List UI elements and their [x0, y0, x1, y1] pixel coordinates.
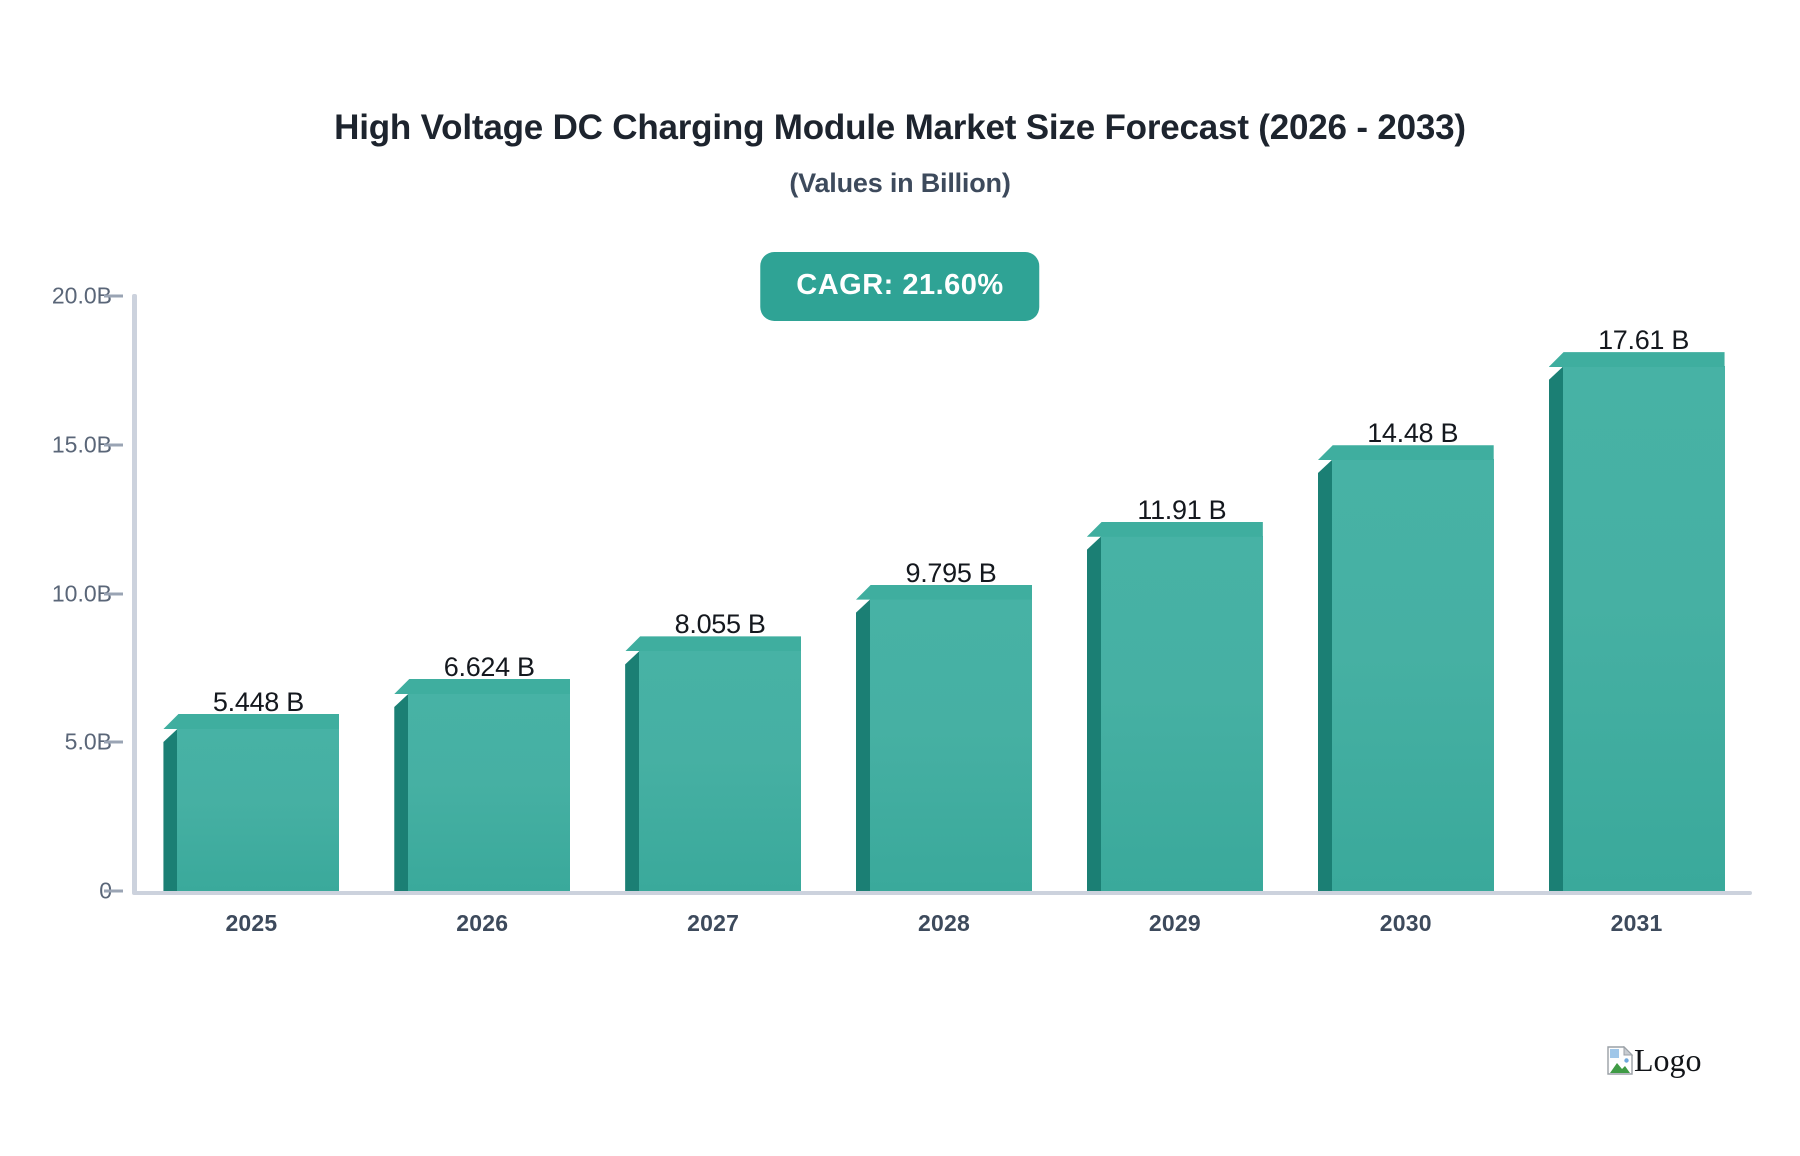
bar-value-label: 8.055 B: [674, 609, 766, 640]
chart-title: High Voltage DC Charging Module Market S…: [334, 108, 1466, 147]
cagr-badge: CAGR: 21.60%: [760, 252, 1040, 321]
x-axis-line: [132, 891, 1752, 895]
y-tick-label: 10.0B: [51, 580, 112, 606]
bar-front-face: [1100, 535, 1263, 891]
y-tick-mark: [104, 740, 123, 744]
bar[interactable]: [856, 584, 1032, 891]
bar-top-face: [1317, 445, 1494, 461]
y-tick-mark: [104, 889, 123, 893]
bar[interactable]: [1548, 352, 1725, 891]
bar[interactable]: [1317, 445, 1494, 891]
bar-body: [1548, 352, 1725, 891]
bar-side-face: [394, 692, 410, 891]
y-tick-mark: [104, 592, 123, 595]
chart-subtitle: (Values in Billion): [789, 168, 1011, 198]
bar-side-face: [625, 650, 641, 891]
bar-top-face: [1086, 521, 1263, 537]
x-tick-label: 2030: [1379, 910, 1432, 936]
bar-front-face: [870, 598, 1032, 891]
x-tick-label: 2029: [1148, 910, 1201, 936]
logo-alt-text: Logo: [1634, 1042, 1702, 1078]
bar-side-face: [163, 727, 179, 891]
bar-value-label: 9.795 B: [905, 557, 997, 588]
y-axis-line: [132, 294, 137, 894]
bar-top-face: [163, 713, 340, 729]
x-tick-label: 2026: [456, 910, 509, 936]
bar[interactable]: [163, 713, 340, 891]
y-tick-label: 15.0B: [51, 431, 112, 458]
bar-body: [394, 678, 571, 891]
bar-front-face: [1562, 366, 1725, 891]
bar[interactable]: [625, 636, 802, 891]
x-tick-label: 2028: [918, 910, 970, 936]
bar-value-label: 11.91 B: [1137, 494, 1227, 525]
bar[interactable]: [1086, 521, 1263, 891]
bar-front-face: [177, 727, 340, 891]
y-tick-label: 0: [0, 878, 112, 905]
x-tick-label: 2025: [225, 910, 278, 936]
bar-side-face: [1548, 366, 1564, 891]
bar-body: [1086, 521, 1263, 891]
plot-area: 5.448 B 6.624 B 8.055 B 9.795 B 11.91 B 14.48…: [132, 294, 1742, 894]
bar-body: [163, 713, 340, 891]
logo: Logo: [1607, 1044, 1702, 1076]
y-tick-mark: [104, 443, 123, 447]
bar-value-label: 6.624 B: [443, 651, 535, 682]
bar-value-label: 14.48 B: [1367, 418, 1459, 449]
bar-top-face: [394, 678, 571, 694]
y-tick-mark: [104, 294, 123, 298]
bar-front-face: [639, 650, 802, 891]
bar-body: [856, 584, 1032, 891]
x-tick-label: 2031: [1610, 910, 1663, 936]
bar-top-face: [856, 584, 1032, 600]
bar[interactable]: [394, 678, 571, 891]
x-tick-label: 2027: [687, 910, 740, 936]
y-tick-label: 20.0B: [51, 282, 112, 309]
bar-front-face: [1331, 459, 1494, 891]
bar-body: [1317, 445, 1494, 891]
bar-side-face: [1086, 535, 1102, 891]
y-tick-label: 5.0B: [64, 728, 112, 755]
bar-side-face: [856, 598, 871, 891]
bar-value-label: 5.448 B: [212, 686, 304, 717]
bar-top-face: [1548, 352, 1725, 368]
broken-image-icon: [1607, 1045, 1634, 1075]
bar-top-face: [625, 636, 802, 652]
bar-side-face: [1317, 459, 1333, 891]
bar-front-face: [408, 692, 571, 891]
bar-body: [625, 636, 802, 891]
bar-value-label: 17.61 B: [1598, 325, 1690, 356]
